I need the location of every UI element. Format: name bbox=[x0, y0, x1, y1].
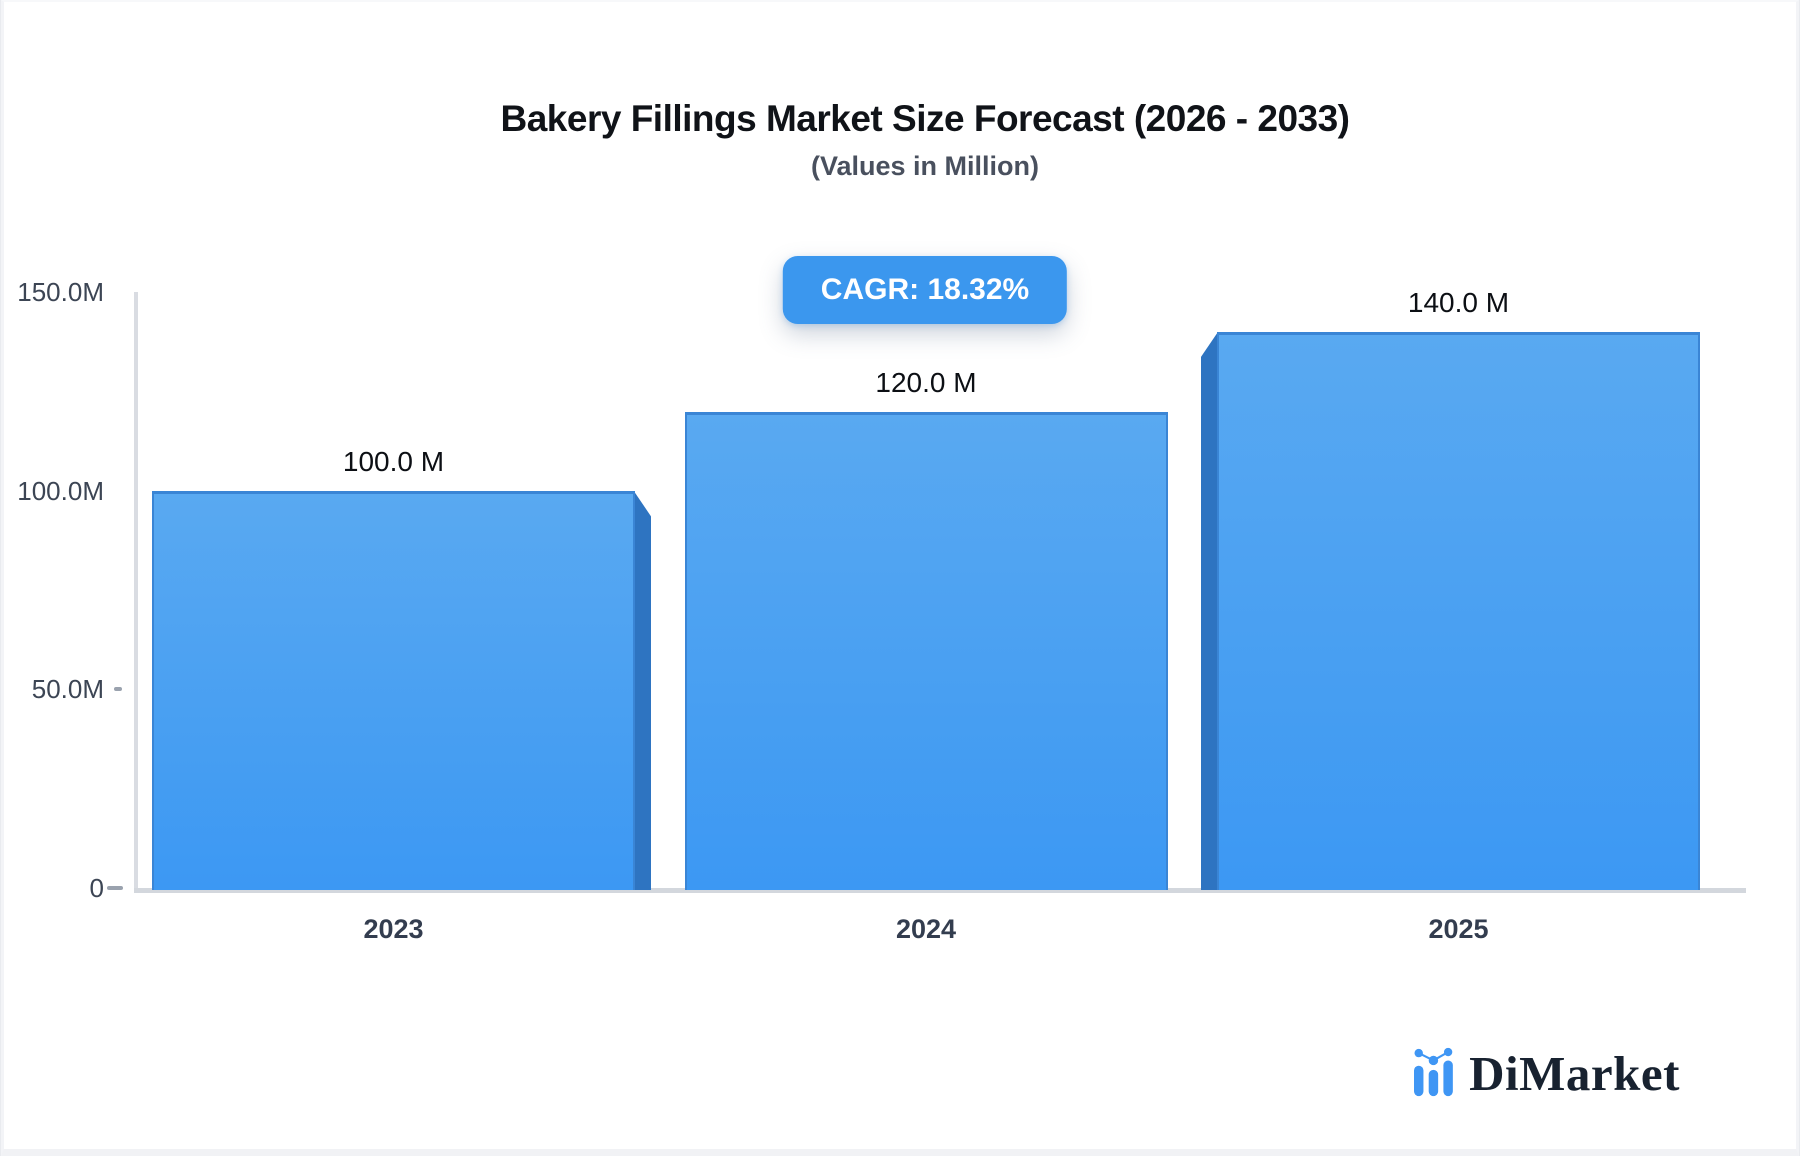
y-axis-tick-label: 100.0M bbox=[17, 475, 104, 506]
brand-logo-text: DiMarket bbox=[1469, 1046, 1680, 1101]
x-axis-category-label: 2025 bbox=[1428, 914, 1489, 944]
bar-2025 bbox=[1217, 331, 1700, 890]
x-axis-category-label: 2023 bbox=[363, 914, 424, 944]
bar-value-label: 120.0 M bbox=[875, 366, 977, 398]
x-axis-line bbox=[134, 888, 1746, 893]
x-axis-category-label: 2024 bbox=[895, 914, 957, 944]
bar-value-label: 100.0 M bbox=[342, 446, 445, 478]
y-axis-tick-mark bbox=[107, 886, 123, 890]
bar-chart-logo-icon bbox=[1414, 1047, 1456, 1097]
bar-value-label: 140.0 M bbox=[1407, 286, 1510, 318]
cagr-badge: CAGR: 18.32% bbox=[782, 256, 1068, 324]
y-axis-tick-label: 150.0M bbox=[17, 277, 104, 307]
bar-2024 bbox=[684, 411, 1168, 890]
bar-2023 bbox=[152, 491, 635, 890]
brand-logo: DiMarket bbox=[1414, 1046, 1680, 1101]
y-axis-line bbox=[134, 292, 138, 890]
y-axis-tick-label: 50.0M bbox=[31, 674, 104, 705]
y-axis-tick-mark bbox=[114, 687, 122, 692]
chart-title: Bakery Fillings Market Size Forecast (20… bbox=[500, 98, 1350, 139]
bar-3d-side bbox=[634, 491, 651, 890]
chart-subtitle: (Values in Million) bbox=[810, 151, 1040, 181]
y-axis-tick-label: 0 bbox=[89, 873, 104, 903]
bar-3d-side bbox=[1201, 331, 1218, 890]
